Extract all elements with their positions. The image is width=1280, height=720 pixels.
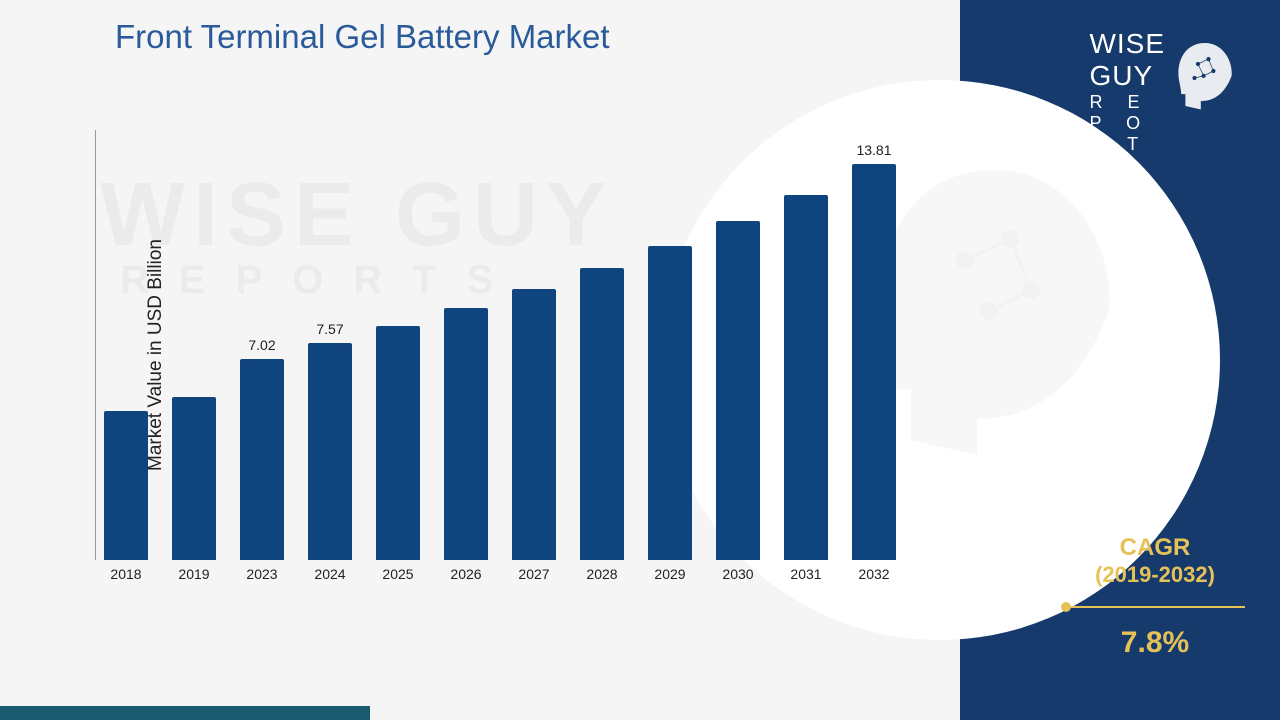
x-tick-label: 2023 (246, 566, 277, 582)
bar-value-label: 7.02 (232, 337, 292, 353)
logo-head-icon (1170, 38, 1240, 118)
page-title: Front Terminal Gel Battery Market (115, 18, 610, 56)
cagr-box: CAGR (2019-2032) 7.8% (1030, 534, 1280, 660)
bar (104, 411, 148, 560)
bar (580, 268, 624, 560)
bar (648, 246, 692, 560)
chart-container: Market Value in USD Billion 201820192023… (85, 120, 915, 590)
plot-area: 2018201920237.0220247.572025202620272028… (95, 130, 915, 560)
bottom-accent-bar (0, 706, 370, 720)
x-tick-label: 2031 (790, 566, 821, 582)
cagr-divider (1065, 606, 1245, 608)
x-tick-label: 2024 (314, 566, 345, 582)
bar (376, 326, 420, 560)
logo: WISE GUY R E P O R T S (1180, 20, 1250, 100)
bar-value-label: 13.81 (844, 142, 904, 158)
bar-value-label: 7.57 (300, 321, 360, 337)
x-tick-label: 2018 (110, 566, 141, 582)
bar (716, 221, 760, 560)
bar (512, 289, 556, 560)
x-tick-label: 2026 (450, 566, 481, 582)
x-tick-label: 2025 (382, 566, 413, 582)
x-tick-label: 2019 (178, 566, 209, 582)
bar (240, 359, 284, 560)
cagr-label: CAGR (1030, 534, 1280, 562)
x-tick-label: 2028 (586, 566, 617, 582)
x-tick-label: 2027 (518, 566, 549, 582)
bar (308, 343, 352, 560)
bar (852, 164, 896, 560)
x-tick-label: 2030 (722, 566, 753, 582)
bar (784, 195, 828, 560)
x-tick-label: 2029 (654, 566, 685, 582)
x-tick-label: 2032 (858, 566, 889, 582)
bar (444, 308, 488, 560)
cagr-period: (2019-2032) (1030, 562, 1280, 588)
cagr-value: 7.8% (1030, 626, 1280, 660)
logo-line2: R E P O R T S (1089, 92, 1165, 176)
bar (172, 397, 216, 560)
logo-line1: WISE GUY (1089, 28, 1165, 92)
